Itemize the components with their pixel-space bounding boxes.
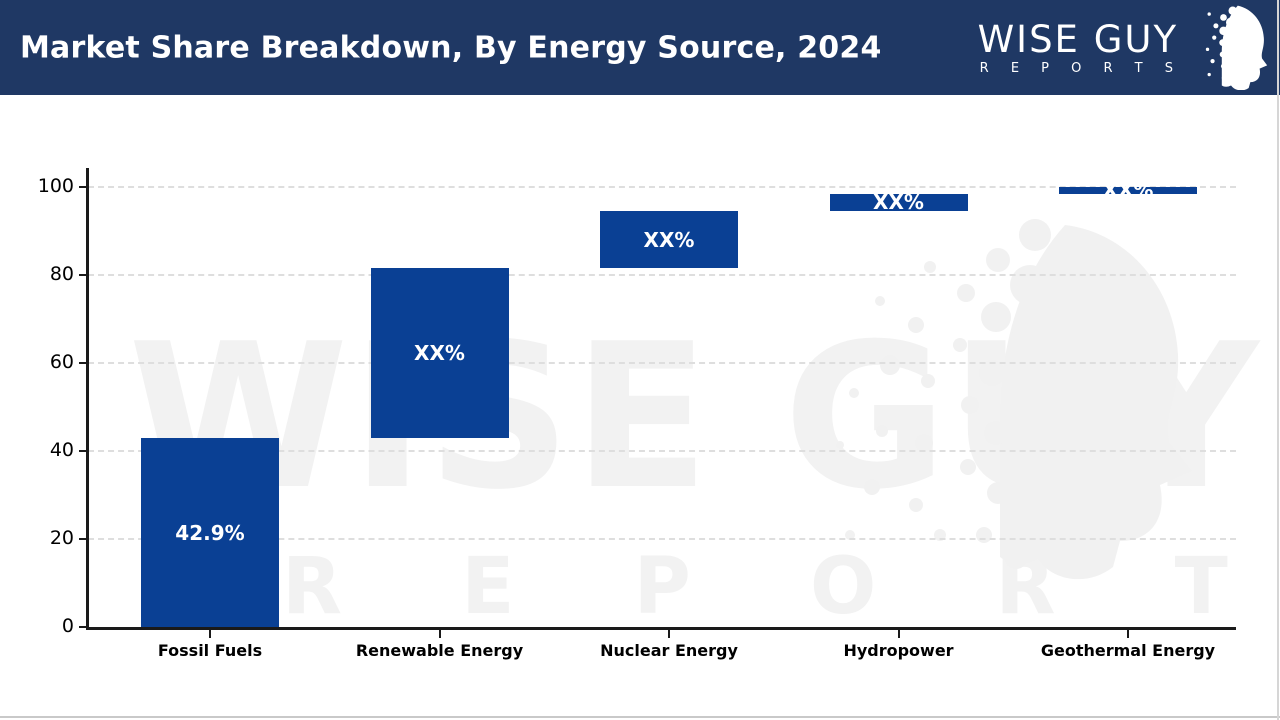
x-axis-tick bbox=[209, 630, 211, 638]
y-tick-label: 100 bbox=[37, 175, 74, 197]
x-tick-label: Geothermal Energy bbox=[1040, 641, 1216, 660]
watermark-head-icon bbox=[820, 205, 1240, 599]
x-tick-label: Fossil Fuels bbox=[157, 641, 263, 660]
page-bottom-border bbox=[0, 716, 1280, 718]
page-title: Market Share Breakdown, By Energy Source… bbox=[20, 30, 882, 65]
bar-value-label: 42.9% bbox=[175, 520, 245, 545]
x-tick-label: Renewable Energy bbox=[355, 641, 524, 660]
y-axis-tick bbox=[79, 362, 88, 364]
y-tick-label: 80 bbox=[49, 263, 74, 285]
gridline bbox=[88, 538, 1236, 540]
bar-geothermal-energy: XX% bbox=[1059, 178, 1197, 202]
brand-logo-text: WISE GUY R E P O R T S bbox=[974, 18, 1182, 77]
brand-subtitle: R E P O R T S bbox=[979, 61, 1182, 76]
page-right-border bbox=[1277, 0, 1279, 720]
x-axis-line bbox=[86, 627, 1236, 630]
x-tick-label: Nuclear Energy bbox=[600, 641, 738, 660]
y-tick-label: 20 bbox=[49, 527, 74, 549]
y-axis-line bbox=[86, 168, 89, 630]
gridline bbox=[88, 450, 1236, 452]
x-axis-tick bbox=[1127, 630, 1129, 638]
gridline bbox=[88, 186, 1236, 188]
bar-value-label: XX% bbox=[1102, 178, 1154, 203]
bar-nuclear-energy: XX% bbox=[600, 211, 738, 269]
brand-logo: WISE GUY R E P O R T S bbox=[974, 4, 1268, 92]
bar-renewable-energy: XX% bbox=[370, 268, 509, 439]
y-tick-label: 60 bbox=[49, 351, 74, 373]
x-axis-tick bbox=[668, 630, 670, 638]
x-tick-label: Hydropower bbox=[843, 641, 954, 660]
y-axis-tick bbox=[79, 186, 88, 188]
brand-name: WISE GUY bbox=[977, 18, 1179, 61]
y-axis-tick bbox=[79, 274, 88, 276]
bar-value-label: XX% bbox=[873, 190, 924, 215]
bar-hydropower: XX% bbox=[829, 190, 968, 214]
bar-value-label: XX% bbox=[414, 341, 465, 366]
y-axis-tick bbox=[79, 538, 88, 540]
header-bar: Market Share Breakdown, By Energy Source… bbox=[0, 0, 1280, 95]
y-tick-label: 40 bbox=[49, 439, 74, 461]
y-axis-tick bbox=[79, 626, 88, 628]
y-axis-tick bbox=[79, 450, 88, 452]
head-profile-icon bbox=[1184, 2, 1268, 94]
y-tick-label: 0 bbox=[61, 615, 74, 637]
bar-value-label: XX% bbox=[643, 227, 695, 252]
gridline bbox=[88, 274, 1236, 276]
bar-fossil-fuels: 42.9% bbox=[141, 438, 279, 627]
gridline bbox=[88, 362, 1236, 364]
x-axis-tick bbox=[897, 630, 900, 638]
x-axis-tick bbox=[438, 630, 441, 638]
